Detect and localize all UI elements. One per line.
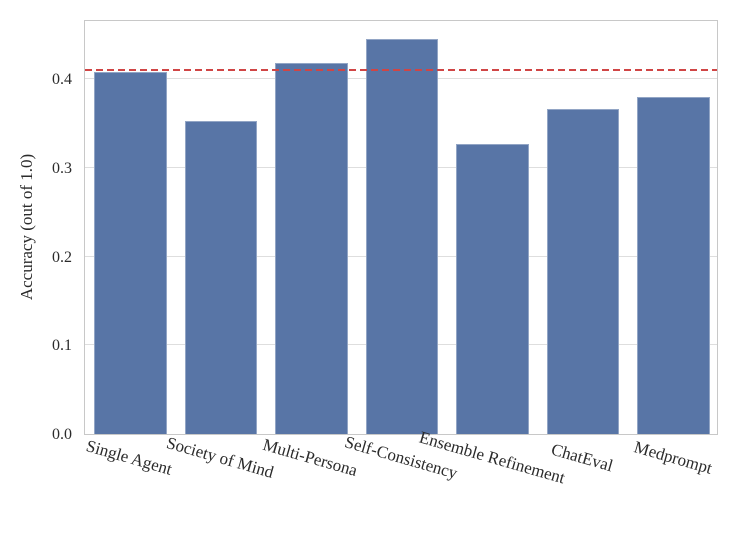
bar (456, 144, 529, 434)
bar (184, 120, 258, 434)
bar (546, 109, 620, 434)
bar (275, 63, 348, 434)
y-tick-label: 0.4 (52, 71, 72, 89)
bar (94, 72, 167, 434)
reference-line (85, 68, 717, 71)
x-tick-label: Medprompt (631, 437, 715, 478)
bar (637, 97, 710, 434)
y-tick-label: 0.1 (52, 337, 72, 355)
y-tick-label: 0.0 (52, 426, 72, 443)
bar (365, 39, 439, 434)
x-tick-label: Single Agent (84, 436, 175, 479)
y-tick-label: 0.2 (52, 248, 72, 266)
plot-area (84, 20, 718, 435)
y-tick-label: 0.3 (52, 159, 72, 177)
x-tick-label: Society of Mind (164, 433, 276, 482)
